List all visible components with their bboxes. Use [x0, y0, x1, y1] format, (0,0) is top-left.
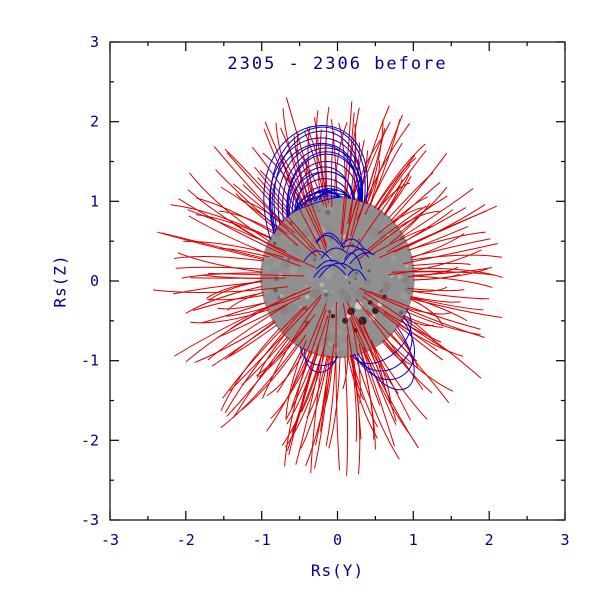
x-tick-label: 3: [560, 531, 569, 549]
sunspot: [330, 314, 335, 319]
y-tick-label: 1: [90, 192, 99, 210]
y-tick-label: 3: [90, 33, 99, 51]
open-field-lines: [152, 97, 503, 476]
x-tick-label: 2: [485, 531, 494, 549]
bright-plage-spot: [377, 301, 383, 307]
bright-plage-spot: [354, 301, 363, 310]
y-tick-label: 2: [90, 113, 99, 131]
axis-ticks: [109, 41, 566, 521]
y-axis-label: Rs(Z): [50, 254, 70, 308]
y-tick-label: -3: [81, 511, 99, 529]
x-tick-label: -3: [101, 531, 119, 549]
x-tick-label: -2: [177, 531, 195, 549]
y-tick-label: -2: [81, 431, 99, 449]
closed-field-lines: [263, 124, 415, 391]
x-axis-label: Rs(Y): [310, 561, 365, 580]
y-tick-label: -1: [81, 352, 99, 370]
x-tick-label: 0: [333, 531, 342, 549]
x-tick-label: -1: [253, 531, 271, 549]
chart-title: 2305 - 2306 before: [227, 54, 448, 74]
y-tick-label: 0: [90, 272, 99, 290]
bright-plage-spot: [369, 314, 376, 321]
x-tick-label: 1: [409, 531, 418, 549]
tick-labels: -3 -2 -1 0 1 2 3 -3 -2 -1 0 1 2 3: [81, 33, 570, 549]
